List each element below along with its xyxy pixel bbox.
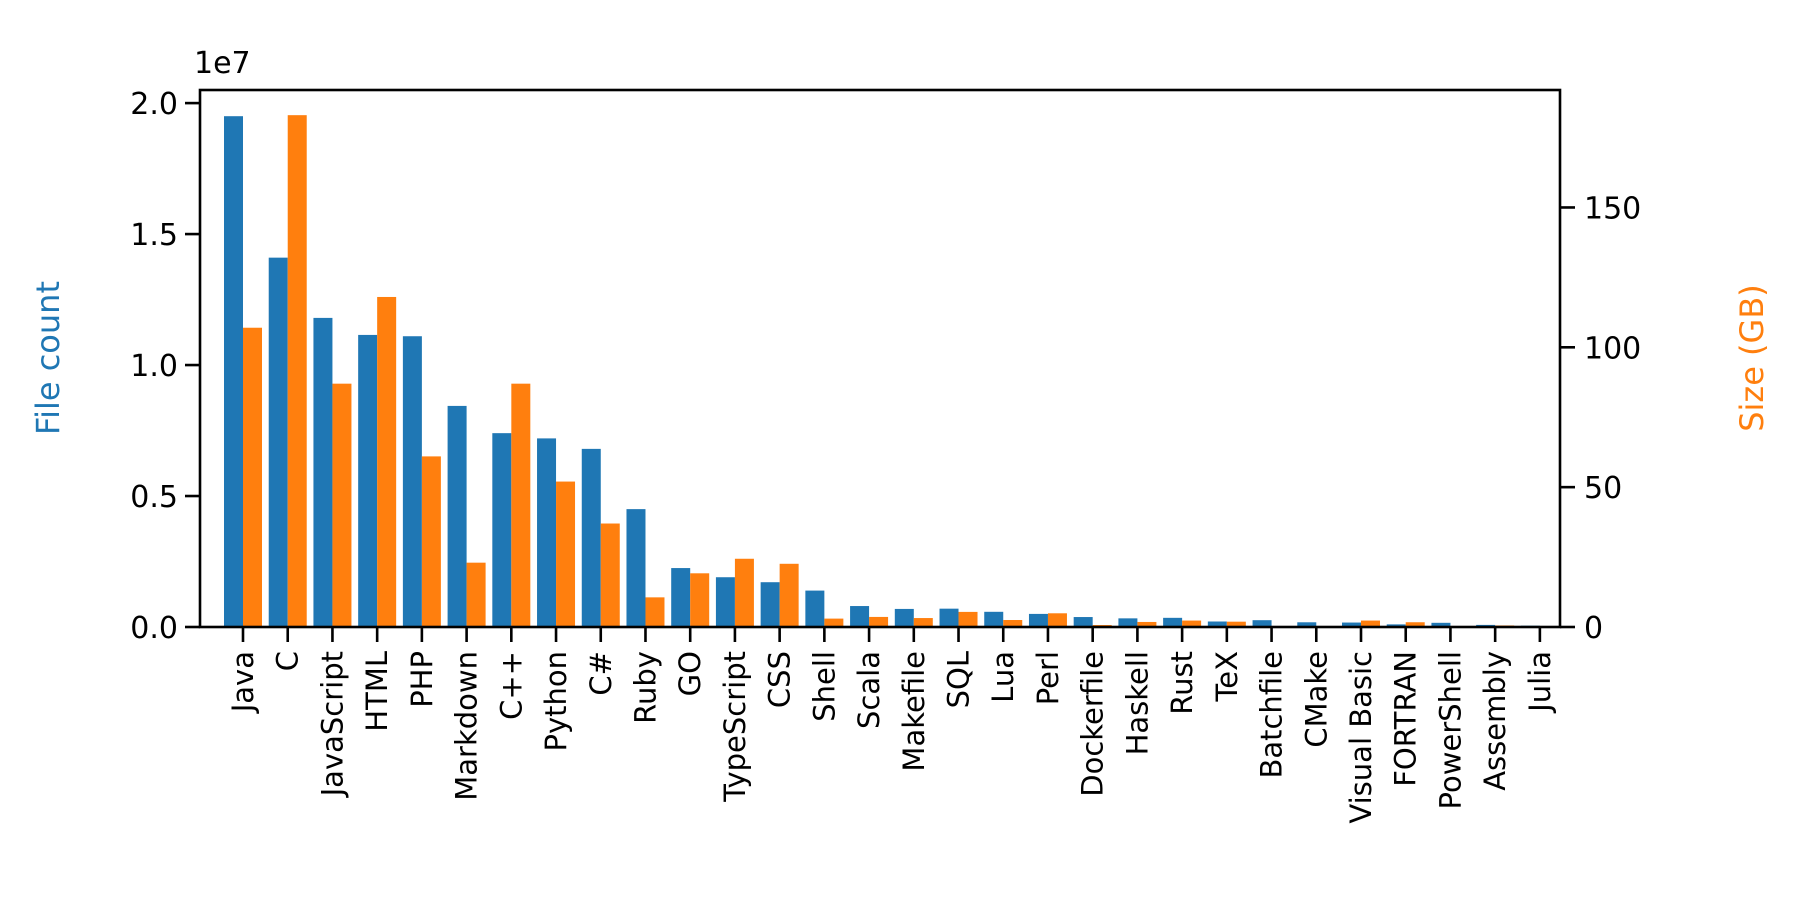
x-tick-label: C++ bbox=[494, 651, 528, 720]
left-tick-label: 0.0 bbox=[130, 611, 178, 646]
x-tick-label: Assembly bbox=[1478, 651, 1512, 791]
file-count-bar bbox=[715, 577, 735, 627]
file-count-bar bbox=[894, 608, 914, 627]
file-count-bar bbox=[626, 509, 646, 627]
x-tick-label: Shell bbox=[807, 651, 841, 722]
x-tick-label: Makefile bbox=[897, 651, 931, 772]
x-tick-label: CSS bbox=[763, 651, 797, 708]
x-tick-label: Python bbox=[539, 651, 573, 752]
size-bar bbox=[332, 383, 352, 627]
file-count-bar bbox=[805, 590, 825, 627]
file-count-bar bbox=[760, 582, 780, 627]
x-tick-label: CMake bbox=[1299, 651, 1333, 748]
x-tick-label: Scala bbox=[852, 651, 886, 729]
right-tick-label: 150 bbox=[1584, 191, 1641, 226]
file-count-bar bbox=[537, 438, 557, 627]
x-tick-label: SQL bbox=[942, 651, 976, 708]
x-tick-label: FORTRAN bbox=[1389, 651, 1423, 787]
file-count-bar bbox=[492, 433, 512, 627]
x-tick-label: JavaScript bbox=[315, 651, 349, 798]
size-bar bbox=[287, 115, 307, 627]
x-tick-label: Rust bbox=[1165, 651, 1199, 715]
size-bar bbox=[734, 558, 754, 627]
right-tick-label: 50 bbox=[1584, 471, 1622, 506]
file-count-bar bbox=[447, 405, 467, 627]
file-count-bar bbox=[1163, 617, 1183, 627]
file-count-bar bbox=[1118, 618, 1138, 627]
file-count-bar bbox=[224, 116, 243, 627]
size-bar bbox=[824, 618, 844, 627]
x-tick-label: Julia bbox=[1523, 651, 1557, 714]
x-tick-label: HTML bbox=[360, 651, 394, 732]
size-bar bbox=[869, 616, 889, 627]
file-count-bar bbox=[402, 336, 422, 627]
size-bar bbox=[1226, 621, 1246, 627]
size-bar bbox=[511, 383, 531, 627]
file-count-bar bbox=[1207, 621, 1227, 627]
left-tick-label: 0.5 bbox=[130, 480, 178, 515]
x-tick-label: Markdown bbox=[450, 651, 484, 801]
x-tick-label: PowerShell bbox=[1433, 651, 1467, 809]
size-bar bbox=[1405, 622, 1425, 627]
size-bar bbox=[466, 562, 486, 627]
file-count-bar bbox=[850, 606, 870, 627]
left-tick-label: 2.0 bbox=[130, 87, 178, 122]
x-tick-label: Perl bbox=[1031, 651, 1065, 705]
bars-group bbox=[224, 115, 1559, 627]
x-tick-label: C bbox=[271, 651, 305, 671]
file-count-bar bbox=[1431, 622, 1451, 627]
file-count-bar bbox=[939, 608, 959, 627]
file-count-bar bbox=[268, 257, 288, 627]
size-bar bbox=[1137, 621, 1157, 627]
size-bar bbox=[377, 296, 397, 627]
size-bar bbox=[421, 456, 441, 627]
axes-group: 0.0 0.5 1.0 1.5 2.0 0 50 100 150 Java C JavaScript H… bbox=[130, 87, 1641, 823]
x-tick-label: Ruby bbox=[628, 651, 662, 724]
right-tick-label: 100 bbox=[1584, 331, 1641, 366]
file-count-bar bbox=[671, 568, 691, 627]
file-count-bar bbox=[1386, 624, 1406, 627]
x-tick-label: Visual Basic bbox=[1344, 651, 1378, 824]
x-tick-label: Java bbox=[226, 651, 260, 714]
axis-offset-text: 1e7 bbox=[194, 46, 251, 81]
x-tick-label: TeX bbox=[1210, 651, 1244, 703]
size-bar bbox=[645, 597, 665, 627]
x-tick-label: Batchfile bbox=[1255, 651, 1289, 779]
size-bar bbox=[1047, 613, 1067, 627]
plot-spines bbox=[198, 88, 1562, 629]
file-count-bar bbox=[1297, 622, 1317, 627]
left-tick-label: 1.5 bbox=[130, 218, 178, 253]
size-bar bbox=[913, 618, 933, 627]
file-count-bar bbox=[984, 611, 1004, 627]
left-tick-label: 1.0 bbox=[130, 349, 178, 384]
x-tick-label: GO bbox=[673, 651, 707, 696]
x-tick-label: Haskell bbox=[1120, 651, 1154, 755]
file-count-bar bbox=[358, 334, 378, 627]
x-tick-label: TypeScript bbox=[718, 651, 752, 803]
x-tick-label: C# bbox=[584, 651, 618, 696]
x-tick-label: PHP bbox=[405, 651, 439, 708]
file-count-bar bbox=[581, 448, 601, 627]
left-axis-title: File count bbox=[29, 281, 67, 435]
right-axis-title: Size (GB) bbox=[1733, 284, 1771, 432]
size-bar bbox=[556, 481, 576, 627]
file-count-bar bbox=[313, 317, 333, 627]
x-tick-label: Lua bbox=[986, 651, 1020, 703]
size-bar bbox=[243, 327, 262, 627]
file-count-bar bbox=[1028, 613, 1048, 627]
size-bar bbox=[1003, 620, 1023, 627]
size-bar bbox=[690, 573, 710, 627]
size-bar bbox=[779, 563, 799, 627]
size-bar bbox=[958, 611, 978, 627]
size-bar bbox=[1361, 620, 1380, 627]
size-bar bbox=[1182, 620, 1202, 627]
file-count-bar bbox=[1252, 620, 1272, 627]
x-tick-label: Dockerfile bbox=[1076, 651, 1110, 797]
file-count-bar bbox=[1073, 617, 1093, 627]
right-tick-label: 0 bbox=[1584, 611, 1603, 646]
file-count-bar bbox=[1342, 622, 1361, 627]
size-bar bbox=[600, 523, 620, 627]
